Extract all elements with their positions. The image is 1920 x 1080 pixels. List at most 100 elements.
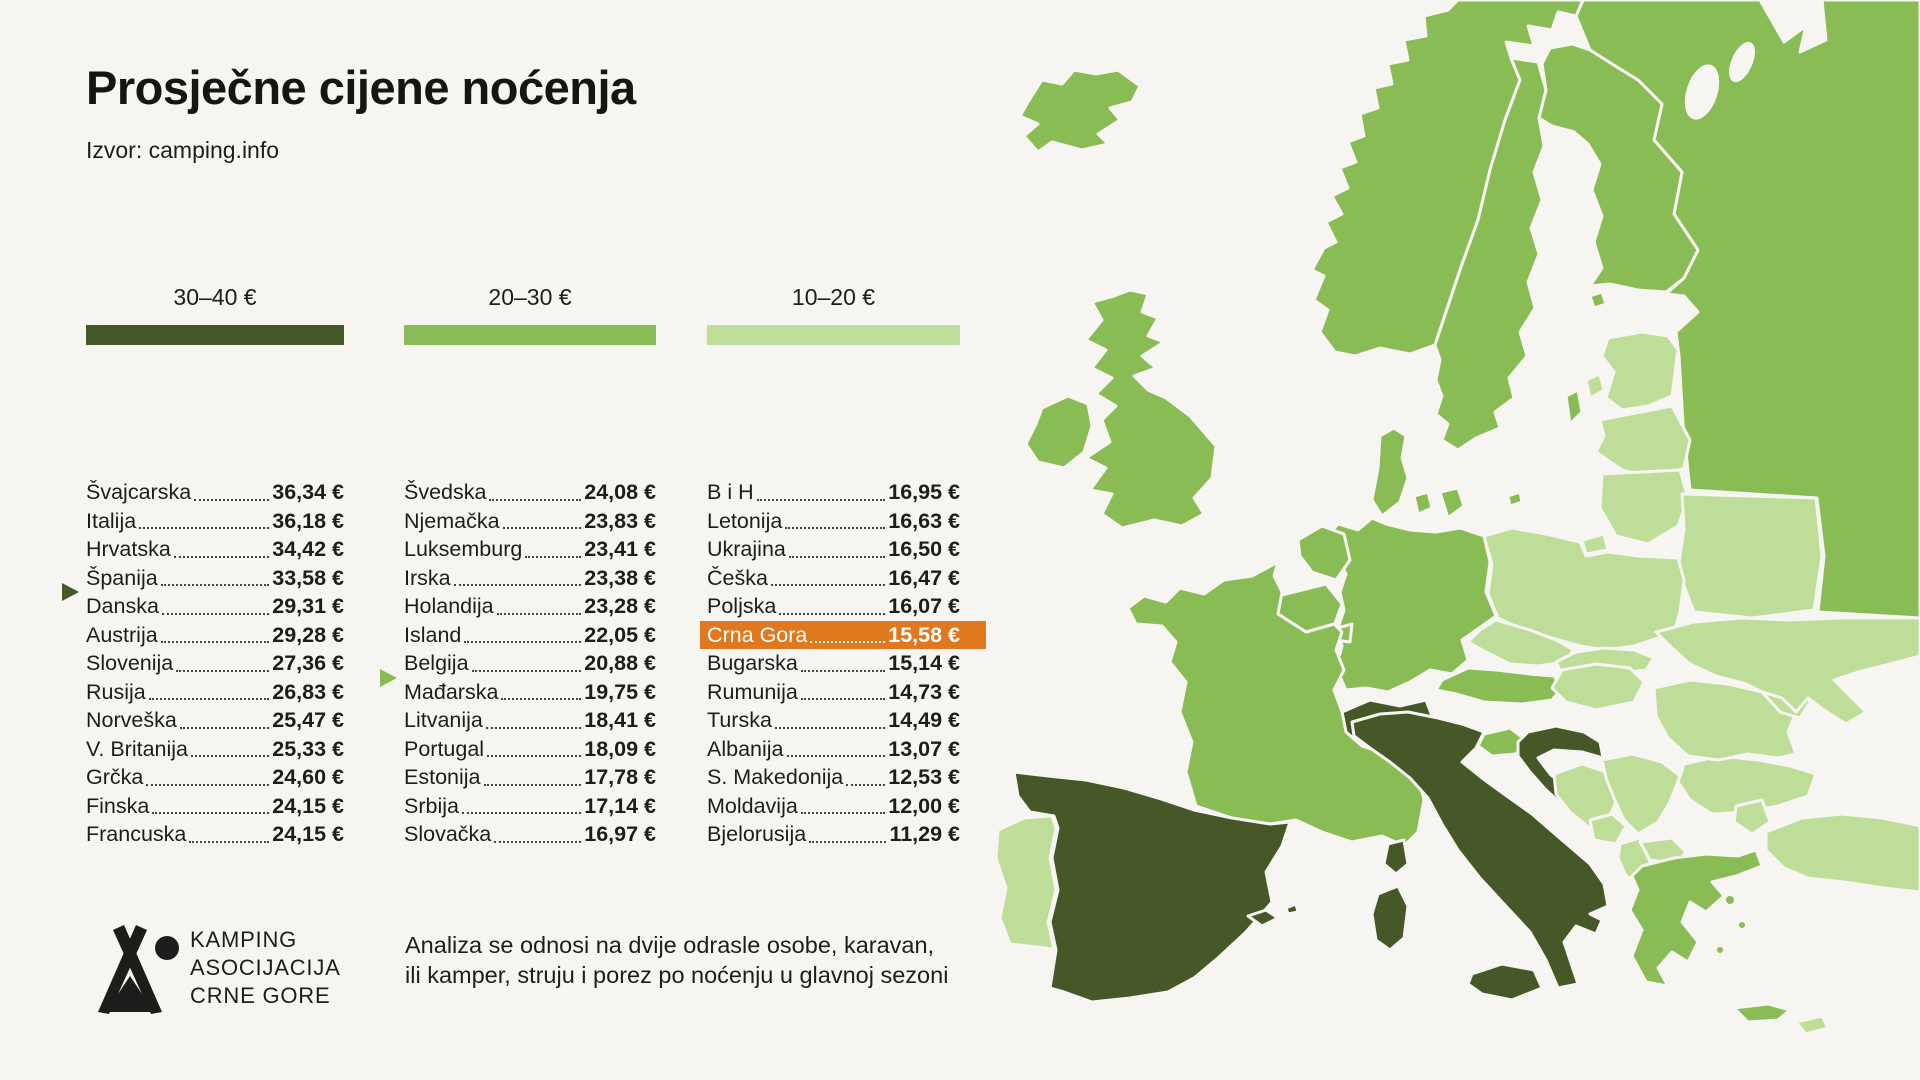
price-value: 24,60 € — [272, 765, 344, 789]
country-label: Grčka — [86, 765, 144, 789]
country-label: Letonija — [707, 508, 783, 533]
price-value: 18,41 € — [584, 708, 656, 732]
highlighted-list-item: Crna Gora 15,58 € — [700, 620, 986, 649]
price-value: 24,15 € — [272, 822, 344, 846]
dot-leader — [483, 783, 582, 786]
list-item: Italija 36,18 € — [86, 507, 344, 536]
dot-leader — [189, 840, 270, 843]
tent-triangle-icon — [106, 976, 154, 1012]
country-label: Bugarska — [707, 651, 798, 675]
price-value: 34,42 € — [272, 537, 344, 561]
list-item: Albanija 13,07 € — [707, 735, 960, 764]
price-value: 17,78 € — [584, 765, 656, 789]
price-value: 23,38 € — [584, 565, 656, 590]
map-country-latvia — [1594, 404, 1692, 480]
list-item: Slovenija 27,36 € — [86, 649, 344, 678]
map-island-sicily — [1466, 962, 1544, 1002]
price-value: 16,50 € — [888, 537, 960, 561]
lake-ladoga — [1684, 64, 1720, 120]
map-island-aegean — [1726, 896, 1734, 904]
map-island-aegean — [1717, 947, 1723, 953]
price-value: 14,73 € — [888, 679, 960, 704]
list-item: Portugal 18,09 € — [404, 735, 656, 764]
dot-leader — [489, 498, 582, 501]
map-island-saaremaa — [1584, 372, 1606, 400]
list-item: Finska 24,15 € — [86, 792, 344, 821]
country-label: Turska — [707, 708, 772, 732]
price-value: 14,49 € — [888, 708, 960, 732]
country-label: Austrija — [86, 622, 158, 647]
list-item: Poljska 16,07 € — [707, 592, 960, 621]
source-note: Izvor: camping.info — [86, 137, 280, 163]
price-value: 23,41 € — [584, 537, 656, 561]
map-island-corsica — [1382, 838, 1410, 876]
map-island-funen — [1412, 490, 1434, 516]
dot-leader — [800, 669, 886, 672]
country-label: Slovenija — [86, 651, 174, 675]
dot-leader — [502, 527, 582, 529]
price-value: 25,33 € — [272, 736, 344, 761]
dot-leader — [756, 498, 886, 501]
price-list-30-40: Švajcarska 36,34 € Italija 36,18 € Hrvatska 3… — [62, 478, 344, 849]
map-country-ireland — [1024, 394, 1094, 470]
map-country-slovenia — [1476, 726, 1528, 758]
country-label: Španija — [86, 565, 158, 590]
dot-leader — [161, 612, 270, 615]
list-item: Belgija 20,88 € — [404, 649, 656, 678]
footnote: Analiza se odnosi na dvije odrasle osobe… — [405, 932, 949, 988]
dot-leader — [176, 669, 270, 672]
page-title: Prosječne cijene noćenja — [86, 61, 636, 114]
header: Prosječne cijene noćenja Izvor: camping.… — [86, 60, 636, 164]
country-label: Finska — [86, 793, 150, 818]
price-value: 36,18 € — [272, 508, 344, 533]
list-item: Bugarska 15,14 € — [707, 649, 960, 678]
map-country-greece — [1628, 848, 1764, 988]
country-label: Rumunija — [707, 679, 798, 704]
dot-leader — [179, 726, 270, 729]
map-country-hungary — [1550, 662, 1646, 712]
dot-leader — [494, 840, 582, 843]
map-country-denmark — [1370, 426, 1410, 518]
dot-leader — [810, 641, 886, 643]
map-country-uk — [1084, 288, 1218, 530]
list-item: Holandija 23,28 € — [404, 592, 656, 621]
map-country-austria — [1434, 666, 1564, 706]
map-island-gotland — [1564, 388, 1584, 426]
list-item: Srbija 17,14 € — [404, 792, 656, 821]
map-region-turkey-europe — [1732, 798, 1772, 836]
country-label: Danska — [86, 594, 159, 618]
country-label: Luksemburg — [404, 537, 523, 561]
country-label: Norveška — [86, 708, 177, 732]
list-item: Mađarska 19,75 € — [404, 678, 656, 707]
map-country-estonia — [1600, 330, 1680, 412]
dot-leader — [487, 755, 582, 757]
country-label: Srbija — [404, 793, 459, 818]
list-item: Slovačka 16,97 € — [404, 820, 656, 849]
dot-leader — [496, 612, 582, 615]
price-value: 24,15 € — [272, 793, 344, 818]
map-country-turkey — [1764, 812, 1920, 894]
price-list-10-20: B i H 16,95 € Letonija 16,63 € Ukrajina 16,50… — [700, 478, 986, 849]
country-label: Švedska — [404, 480, 487, 504]
price-list-20-30: Švedska 24,08 € Njemačka 23,83 € Luksemburg 2… — [380, 478, 656, 849]
price-value: 22,05 € — [584, 622, 656, 647]
country-label: Holandija — [404, 594, 494, 618]
dot-leader — [779, 612, 886, 615]
dot-leader — [501, 698, 582, 700]
price-value: 25,47 € — [272, 708, 344, 732]
range-threshold-marker-icon — [380, 668, 397, 687]
price-column-30-40: 30–40 € Švajcarska 36,34 € Italija 36,18 € H… — [62, 282, 344, 849]
price-value: 17,14 € — [584, 793, 656, 818]
dot-leader — [788, 555, 886, 558]
map-island-zealand — [1438, 486, 1466, 520]
price-column-20-30: 20–30 € Švedska 24,08 € Njemačka 23,83 € Luk… — [380, 282, 656, 849]
dot-leader — [139, 527, 270, 529]
map-country-czechia — [1466, 618, 1576, 668]
country-label: Albanija — [707, 736, 784, 761]
country-label: Rusija — [86, 679, 146, 704]
dot-leader — [194, 498, 270, 501]
country-label: Irska — [404, 565, 451, 590]
map-country-montenegro — [1588, 812, 1628, 846]
country-label: Poljska — [707, 594, 777, 618]
price-value: 13,07 € — [888, 736, 960, 761]
